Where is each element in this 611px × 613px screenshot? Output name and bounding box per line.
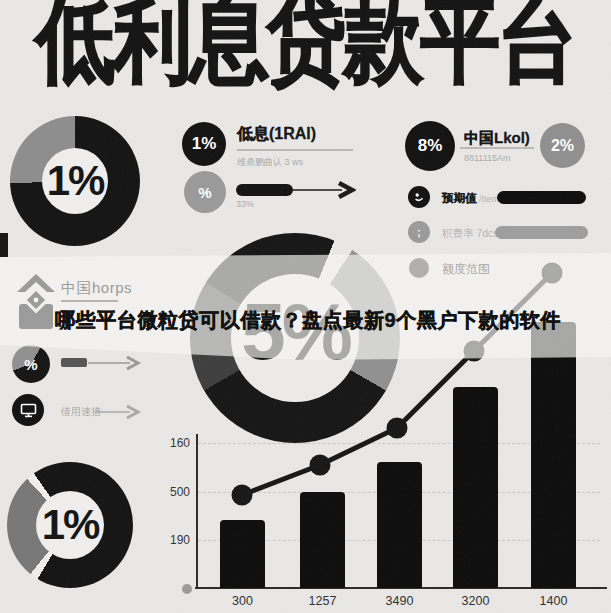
house-icon <box>16 273 56 330</box>
line-point <box>232 485 253 506</box>
line-point <box>387 418 408 439</box>
row3-label: 额度范围 <box>442 261 490 278</box>
brand-label: 中国horps <box>61 279 132 298</box>
line-point <box>310 455 331 476</box>
infographic-page: 低利息贷款平台 1% 1% 低息(1RAl) 维鼎鹏曲认 3 ws % 33% … <box>0 0 611 613</box>
dot-icon <box>409 258 429 278</box>
headline: 哪些平台微粒贷可以借款？盘点最新9个黑户下款的软件 <box>55 307 561 334</box>
brand-underline <box>61 300 118 302</box>
